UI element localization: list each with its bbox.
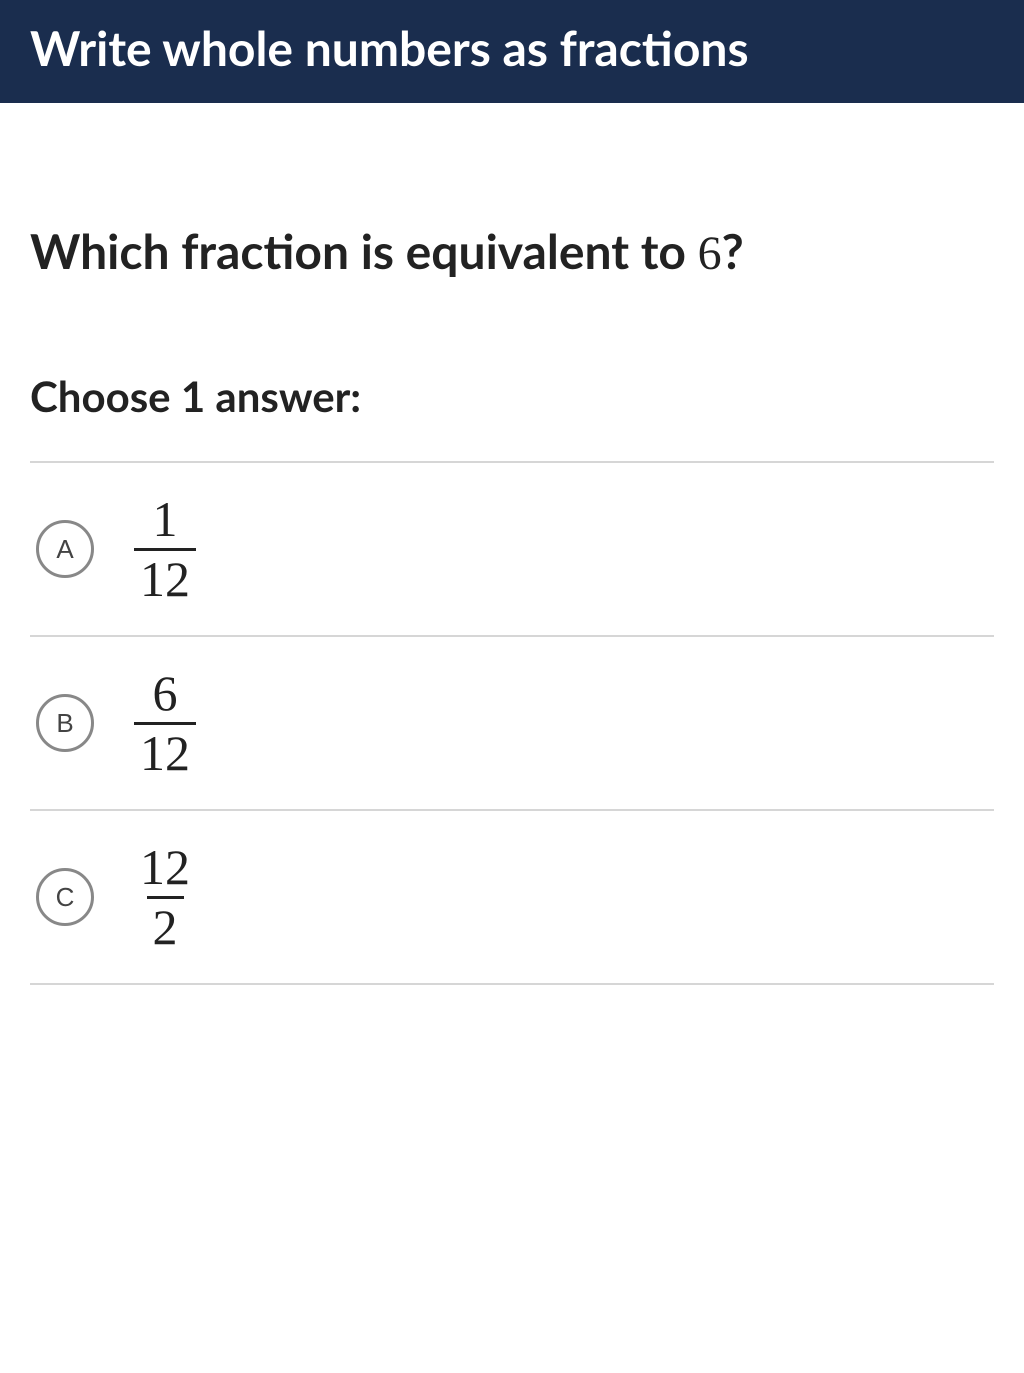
option-b-fraction: 6 12 — [134, 667, 196, 779]
option-a-fraction: 1 12 — [134, 493, 196, 605]
radio-c[interactable]: C — [36, 868, 94, 926]
option-c-numerator: 12 — [134, 841, 196, 896]
option-b[interactable]: B 6 12 — [30, 637, 994, 811]
radio-b-letter: B — [56, 708, 73, 739]
option-b-denominator: 12 — [134, 722, 196, 780]
option-b-numerator: 6 — [147, 667, 184, 722]
option-a-denominator: 12 — [134, 548, 196, 606]
radio-b[interactable]: B — [36, 694, 94, 752]
content-area: Which fraction is equivalent to 6? Choos… — [0, 103, 1024, 1015]
option-a[interactable]: A 1 12 — [30, 463, 994, 637]
option-c-denominator: 2 — [147, 896, 184, 954]
radio-a[interactable]: A — [36, 520, 94, 578]
header-title: Write whole numbers as fractions — [30, 20, 749, 77]
radio-c-letter: C — [56, 882, 75, 913]
option-a-numerator: 1 — [147, 493, 184, 548]
radio-a-letter: A — [56, 534, 73, 565]
question-text: Which fraction is equivalent to 6? — [30, 223, 994, 281]
instruction-text: Choose 1 answer: — [30, 371, 994, 421]
question-value: 6 — [698, 227, 722, 280]
question-prefix: Which fraction is equivalent to — [30, 223, 698, 280]
options-list: A 1 12 B 6 12 C 12 2 — [30, 461, 994, 985]
option-c-fraction: 12 2 — [134, 841, 196, 953]
question-suffix: ? — [722, 223, 744, 280]
option-c[interactable]: C 12 2 — [30, 811, 994, 985]
page-header: Write whole numbers as fractions — [0, 0, 1024, 103]
